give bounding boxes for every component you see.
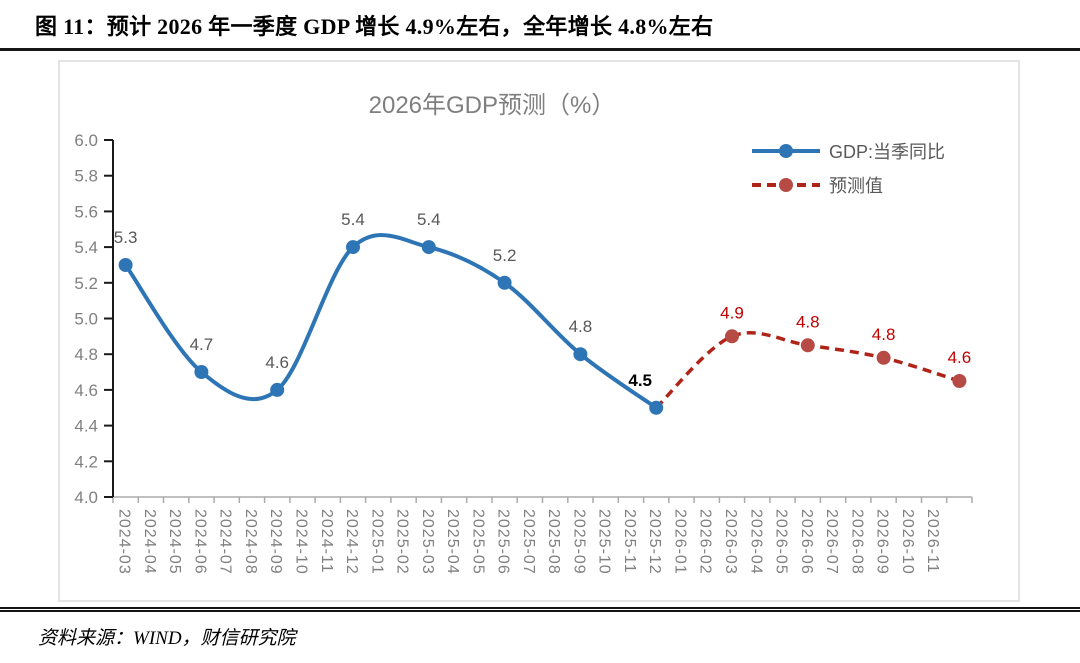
data-point-label: 5.3 xyxy=(114,228,138,247)
y-axis-label: 5.2 xyxy=(74,274,98,293)
chart-card: 2024-03 2024-04 2024-05 2024-06 2024-07 2024-… xyxy=(58,60,1020,602)
series-line-dashed xyxy=(654,331,960,410)
x-axis-label: 2026-01 xyxy=(672,509,689,575)
y-axis-label: 5.6 xyxy=(74,202,98,221)
x-axis-label: 2024-04 xyxy=(141,509,158,575)
data-point-marker xyxy=(876,350,891,365)
y-axis-label: 4.0 xyxy=(74,488,98,507)
data-point-marker xyxy=(952,374,967,388)
x-axis-label: 2024-07 xyxy=(217,509,234,575)
x-axis-label: 2025-09 xyxy=(570,509,587,575)
x-axis-label: 2026-07 xyxy=(823,509,840,575)
y-axis-label: 4.6 xyxy=(74,381,98,400)
x-axis-label: 2024-05 xyxy=(166,509,183,575)
legend-red-marker-icon xyxy=(779,178,793,192)
x-axis-label: 2024-03 xyxy=(116,509,133,575)
y-axis-label: 5.0 xyxy=(74,310,98,329)
x-axis-label: 2026-03 xyxy=(722,509,739,575)
data-point-label: 5.2 xyxy=(493,246,517,265)
legend-item-forecast: 预测值 xyxy=(752,172,945,198)
legend-dashed-line-icon xyxy=(752,178,820,192)
data-point-marker xyxy=(649,400,664,415)
x-axis-label: 2025-02 xyxy=(394,509,411,575)
x-axis-label: 2026-06 xyxy=(798,509,815,575)
x-axis-label: 2024-09 xyxy=(267,509,284,575)
data-point-marker xyxy=(725,329,739,344)
data-point-label: 4.5 xyxy=(628,371,652,390)
chart-canvas: 2024-03 2024-04 2024-05 2024-06 2024-07 2024-… xyxy=(74,131,973,575)
x-axis-label: 2025-06 xyxy=(495,509,512,575)
data-point-marker xyxy=(800,338,815,353)
data-point-label: 5.4 xyxy=(417,210,441,229)
x-axis-label: 2026-05 xyxy=(773,509,790,575)
legend-label-gdp: GDP:当季同比 xyxy=(829,142,946,162)
x-axis-label: 2025-12 xyxy=(646,509,663,575)
x-axis-label: 2026-08 xyxy=(848,509,865,575)
x-axis-label: 2025-10 xyxy=(596,509,613,575)
x-axis-label: 2024-06 xyxy=(191,509,208,575)
data-point-marker xyxy=(573,347,588,362)
title-divider xyxy=(0,48,1080,51)
x-axis-label: 2024-10 xyxy=(293,509,310,575)
data-point-label: 4.8 xyxy=(796,312,820,331)
data-point-label: 4.8 xyxy=(569,317,593,336)
x-axis-label: 2024-11 xyxy=(318,509,335,574)
x-axis-label: 2025-07 xyxy=(520,509,537,575)
x-axis-label: 2026-04 xyxy=(747,509,764,575)
y-axis-label: 4.2 xyxy=(74,452,98,471)
data-point-marker xyxy=(421,240,436,255)
data-point-marker xyxy=(346,240,360,255)
chart-legend: GDP:当季同比 预测值 xyxy=(752,138,945,206)
data-point-label: 4.6 xyxy=(265,353,289,372)
legend-solid-line-icon xyxy=(752,144,820,158)
x-axis-label: 2026-09 xyxy=(874,509,891,575)
legend-label-forecast: 预测值 xyxy=(829,176,883,196)
figure-title: 图 11：预计 2026 年一季度 GDP 增长 4.9%左右，全年增长 4.8… xyxy=(35,14,714,39)
x-axis-label: 2024-12 xyxy=(343,509,360,575)
x-axis-label: 2026-02 xyxy=(697,509,714,575)
x-axis-label: 2026-11 xyxy=(924,509,941,574)
x-axis-label: 2026-10 xyxy=(899,509,916,575)
x-axis-label: 2025-08 xyxy=(545,509,562,575)
x-axis-label: 2025-11 xyxy=(621,509,638,574)
data-point-marker xyxy=(270,382,285,397)
x-axis-label: 2025-05 xyxy=(469,509,486,575)
data-point-label: 5.4 xyxy=(341,210,365,229)
footer-divider xyxy=(0,607,1080,612)
x-axis-label: 2025-04 xyxy=(444,509,461,575)
data-point-marker xyxy=(497,275,512,290)
chart-title: 2026年GDP预测（%） xyxy=(368,92,616,119)
data-point-label: 4.7 xyxy=(190,335,214,354)
x-axis-label: 2025-03 xyxy=(419,509,436,575)
y-axis-label: 6.0 xyxy=(74,131,98,150)
y-axis-label: 4.4 xyxy=(74,417,98,436)
x-axis-label: 2025-01 xyxy=(368,509,385,575)
data-point-label: 4.9 xyxy=(720,303,744,322)
legend-item-gdp: GDP:当季同比 xyxy=(752,138,945,164)
y-axis-label: 5.4 xyxy=(74,238,98,257)
data-point-marker xyxy=(194,365,209,379)
source-note: 资料来源：WIND，财信研究院 xyxy=(38,628,296,649)
x-axis-label: 2024-08 xyxy=(242,509,259,575)
data-point-label: 4.8 xyxy=(872,325,896,344)
data-point-marker xyxy=(118,258,133,272)
legend-blue-marker-icon xyxy=(779,144,793,158)
data-point-label: 4.6 xyxy=(948,348,972,367)
y-axis-label: 5.8 xyxy=(74,167,98,186)
y-axis-label: 4.8 xyxy=(74,345,98,364)
